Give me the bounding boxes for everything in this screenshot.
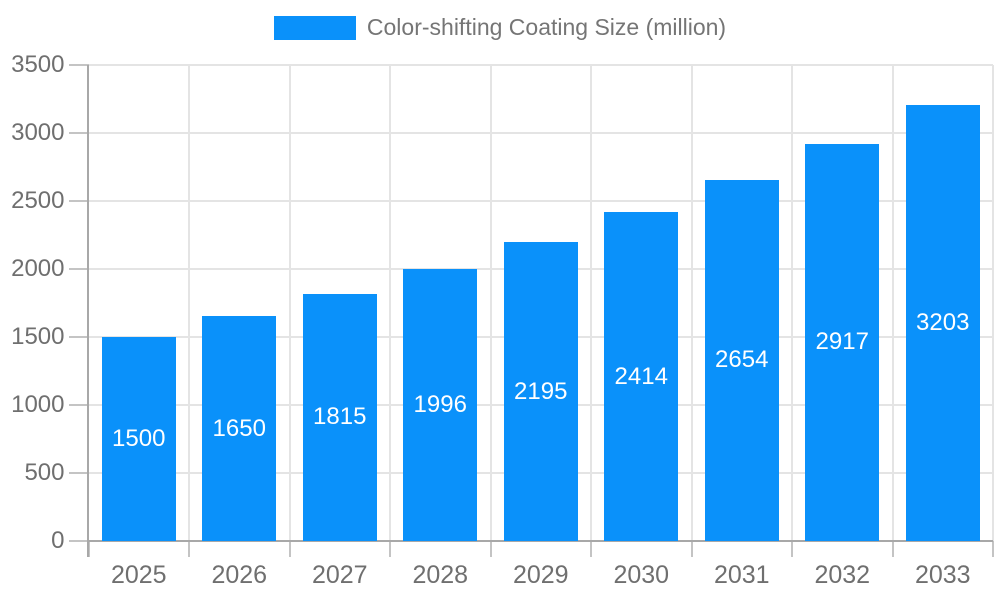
x-axis-tick-label: 2028 bbox=[412, 561, 469, 589]
y-gridline bbox=[88, 131, 993, 134]
y-tick-mark bbox=[68, 199, 89, 202]
bar-value-label: 3203 bbox=[916, 308, 970, 336]
x-axis-tick-label: 2032 bbox=[814, 561, 871, 589]
x-gridline bbox=[791, 64, 793, 541]
x-gridline bbox=[891, 64, 894, 541]
x-tick-mark bbox=[590, 541, 592, 557]
bar-value-label: 2195 bbox=[514, 377, 568, 405]
bar-value-label: 1996 bbox=[413, 391, 467, 419]
x-tick-mark bbox=[87, 541, 90, 557]
legend-label: Color-shifting Coating Size (million) bbox=[366, 14, 727, 40]
bar-value-label: 2414 bbox=[614, 362, 668, 390]
y-axis-tick-label: 500 bbox=[24, 458, 65, 486]
x-gridline bbox=[590, 64, 592, 541]
x-axis-tick-label: 2029 bbox=[512, 561, 569, 589]
y-tick-mark bbox=[68, 335, 89, 338]
x-axis-tick-label: 2025 bbox=[110, 561, 167, 589]
bar-2032[interactable]: 2917 bbox=[805, 143, 880, 541]
y-axis-tick-label: 3000 bbox=[11, 118, 65, 146]
x-gridline bbox=[489, 64, 492, 541]
bar-2030[interactable]: 2414 bbox=[604, 212, 679, 541]
y-tick-mark bbox=[68, 471, 89, 474]
bar-2025[interactable]: 1500 bbox=[101, 336, 176, 541]
x-gridline bbox=[288, 64, 291, 541]
bar-value-label: 1500 bbox=[112, 424, 166, 452]
legend-swatch-icon bbox=[273, 15, 356, 40]
y-axis-tick-label: 1500 bbox=[11, 322, 65, 350]
bar-value-label: 2917 bbox=[815, 328, 869, 356]
y-axis-tick-label: 2500 bbox=[11, 186, 65, 214]
x-tick-mark bbox=[992, 541, 994, 557]
x-axis-tick-label: 2026 bbox=[211, 561, 268, 589]
bar-2026[interactable]: 1650 bbox=[202, 316, 277, 541]
y-tick-mark bbox=[68, 63, 89, 66]
y-tick-mark bbox=[68, 131, 89, 134]
bar-2033[interactable]: 3203 bbox=[905, 104, 980, 541]
x-gridline bbox=[690, 64, 693, 541]
x-axis-tick-label: 2030 bbox=[613, 561, 670, 589]
y-axis-tick-label: 1000 bbox=[11, 390, 65, 418]
x-tick-mark bbox=[188, 541, 190, 557]
bar-2028[interactable]: 1996 bbox=[403, 269, 478, 541]
x-axis-tick-label: 2031 bbox=[713, 561, 770, 589]
bar-2027[interactable]: 1815 bbox=[302, 293, 377, 541]
x-gridline bbox=[188, 64, 190, 541]
y-gridline bbox=[88, 63, 993, 66]
y-axis-tick-label: 0 bbox=[51, 527, 65, 554]
x-tick-mark bbox=[489, 541, 492, 557]
chart-legend: Color-shifting Coating Size (million) bbox=[0, 14, 1000, 41]
legend-item[interactable]: Color-shifting Coating Size (million) bbox=[273, 14, 727, 41]
y-axis-tick-label: 3500 bbox=[11, 50, 65, 78]
y-tick-mark bbox=[68, 267, 89, 270]
y-axis-line bbox=[86, 64, 89, 557]
y-tick-mark bbox=[68, 403, 89, 406]
x-tick-mark bbox=[288, 541, 291, 557]
y-gridline bbox=[88, 199, 993, 202]
x-gridline bbox=[992, 64, 994, 541]
x-tick-mark bbox=[891, 541, 894, 557]
bar-value-label: 2654 bbox=[715, 346, 769, 374]
x-tick-mark bbox=[791, 541, 793, 557]
x-tick-mark bbox=[690, 541, 693, 557]
y-axis-tick-label: 2000 bbox=[11, 254, 65, 282]
bar-2029[interactable]: 2195 bbox=[503, 242, 578, 541]
x-gridline bbox=[389, 64, 391, 541]
bar-2031[interactable]: 2654 bbox=[704, 179, 779, 541]
bar-value-label: 1650 bbox=[212, 414, 266, 442]
y-tick-mark bbox=[68, 540, 89, 542]
x-axis-tick-label: 2033 bbox=[914, 561, 971, 589]
bar-value-label: 1815 bbox=[313, 403, 367, 431]
x-axis-tick-label: 2027 bbox=[311, 561, 368, 589]
x-tick-mark bbox=[389, 541, 391, 557]
x-axis-line bbox=[86, 540, 993, 542]
